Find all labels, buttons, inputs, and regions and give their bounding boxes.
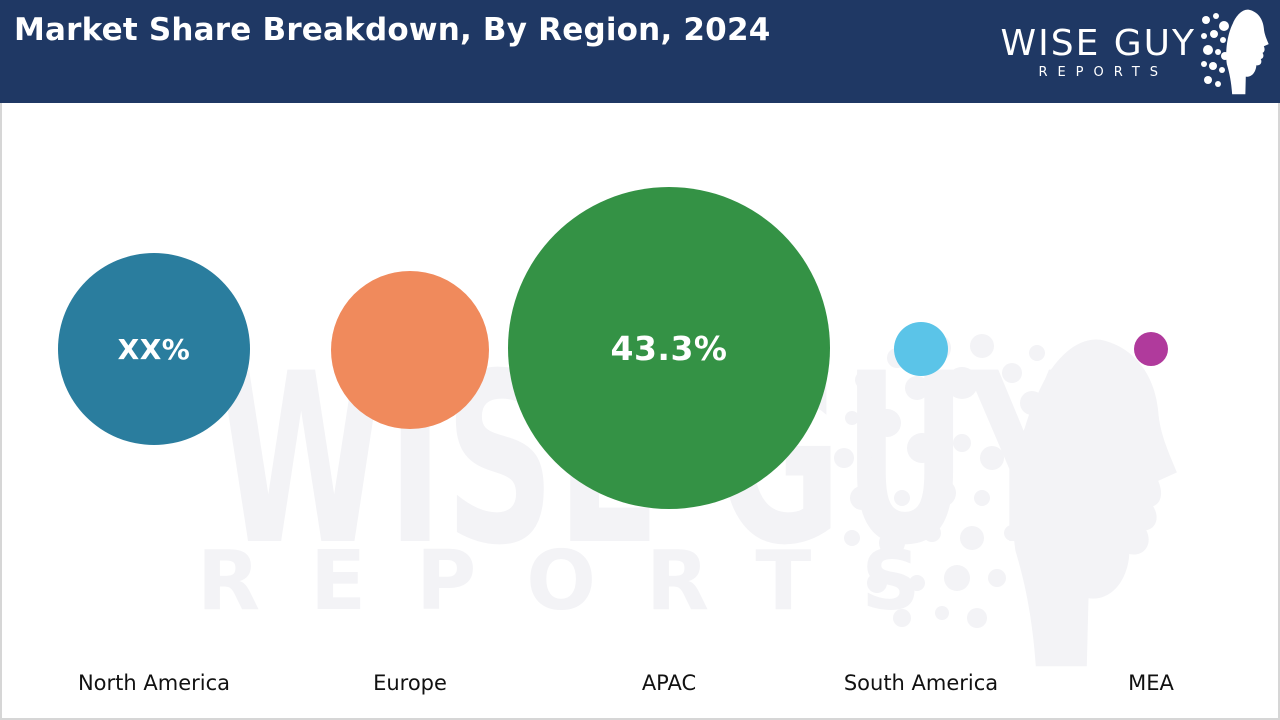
category-label-mea: MEA (1128, 671, 1174, 695)
bubble-south-america (894, 322, 948, 376)
watermark-subtitle: REPORTS (197, 534, 971, 629)
logo-subtitle: REPORTS (1038, 64, 1169, 80)
bubble-europe (331, 271, 489, 429)
logo-wordmark: WISE GUY (1000, 23, 1196, 65)
wise-guy-logo: WISE GUY REPORTS (1001, 0, 1280, 98)
bubble-value-label: XX% (117, 332, 191, 366)
category-label-europe: Europe (373, 671, 447, 695)
page-title: Market Share Breakdown, By Region, 2024 (14, 12, 771, 48)
category-label-north-america: North America (77, 671, 231, 695)
header: Market Share Breakdown, By Region, 2024 … (0, 0, 1280, 103)
logo-text: WISE GUY REPORTS (1001, 24, 1197, 80)
category-label-south-america: South America (843, 671, 999, 695)
logo-head-icon (1201, 9, 1269, 95)
category-label-apac: APAC (641, 671, 697, 695)
bubble-value-label: 43.3% (610, 328, 728, 368)
bubble-north-america: XX% (58, 253, 250, 445)
bubble-apac: 43.3% (508, 187, 830, 509)
bubble-mea (1134, 332, 1168, 366)
wiseguy-head-watermark-icon (834, 334, 1177, 667)
